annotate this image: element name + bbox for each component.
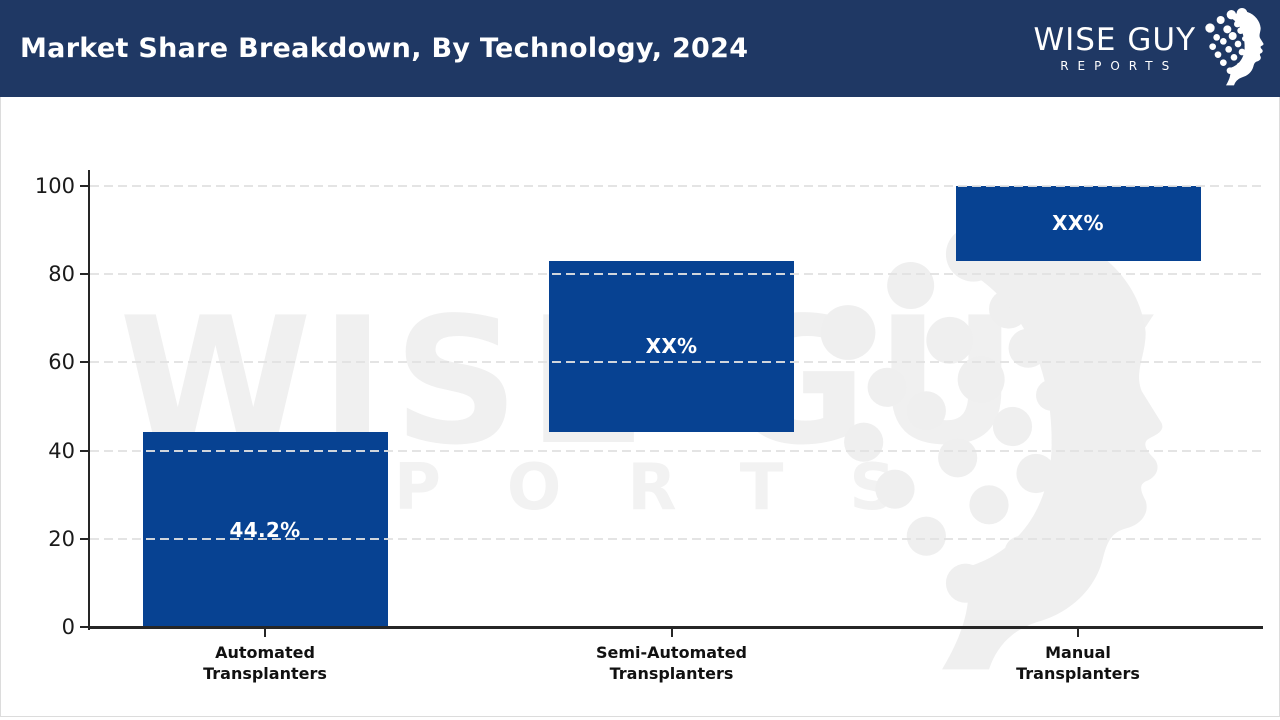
gridline-60 [90,361,1263,364]
x-category-label: Semi-Automated Transplanters [522,642,822,684]
x-category-label-line: Transplanters [1016,664,1140,683]
y-axis-tick-mark [80,449,89,452]
x-category-label-line: Transplanters [203,664,327,683]
wise-guy-logo: WISE GUY REPORTS [1033,8,1268,88]
bar-segment: 44.2% [142,432,388,627]
gridline-80 [90,273,1263,276]
gridline-40 [90,449,1263,452]
x-axis-tick-mark [670,629,673,637]
bar-value-label: XX% [1052,211,1104,236]
bar-value-label: XX% [645,334,698,359]
logo-subtitle: REPORTS [1060,59,1179,74]
y-axis-tick-label: 100 [34,174,75,198]
y-axis-tick-label: 40 [48,438,75,463]
y-axis-tick-mark [80,273,89,276]
gridline-20 [90,537,1263,540]
bar-value-label: 44.2% [229,517,301,542]
dotted-face-icon [1205,8,1264,86]
x-category-label-line: Automated [215,643,315,662]
x-category-label: Automated Transplanters [115,642,415,684]
logo-name: WISE GUY [1033,21,1196,58]
x-axis-tick-mark [1077,629,1079,637]
y-axis-tick-mark [80,361,89,364]
x-category-label-line: Transplanters [609,664,734,683]
y-axis-tick-mark [80,537,89,540]
page-title: Market Share Breakdown, By Technology, 2… [20,33,749,64]
y-axis-tick-label: 0 [61,615,75,639]
y-axis-tick-label: 20 [48,526,75,551]
bar-segment: XX% [549,260,794,433]
chart-canvas: WISE GUY REPORTS 0 20 40 60 80 100 44.2% XX% XX%… [0,97,1280,717]
y-axis-tick-label: 80 [48,262,75,287]
bar-segment: XX% [955,186,1201,261]
gridline-100 [90,185,1263,187]
x-category-label-line: Semi-Automated [595,643,747,662]
x-category-label-line: Manual [1045,643,1111,662]
y-axis-tick-label: 60 [48,350,75,375]
logo-text: WISE GUY REPORTS [1033,23,1196,73]
x-axis-tick-mark [264,629,266,637]
y-axis-line [88,170,90,630]
x-category-label: Manual Transplanters [928,642,1228,684]
y-axis-tick-mark [80,185,89,187]
x-axis-line [88,626,1263,629]
header-bar: Market Share Breakdown, By Technology, 2… [0,0,1280,97]
y-axis-tick-mark [80,626,89,628]
